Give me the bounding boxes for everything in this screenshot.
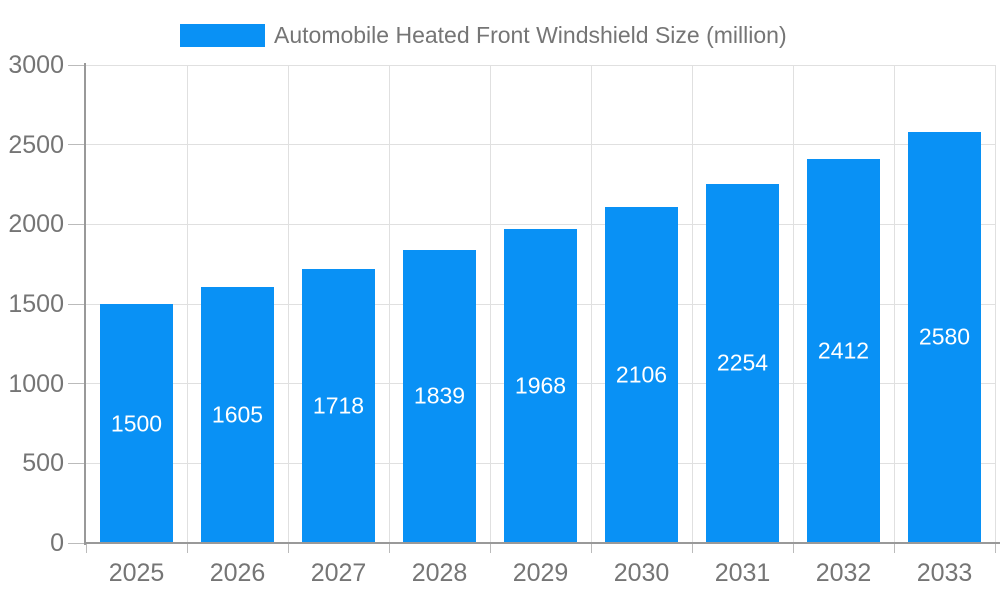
y-axis-tick xyxy=(68,542,86,544)
x-axis-tick xyxy=(287,543,289,553)
x-axis-tick xyxy=(489,543,491,553)
x-tick-label: 2027 xyxy=(310,559,367,587)
bar-2030 xyxy=(605,207,678,543)
bar-2025 xyxy=(100,304,173,543)
y-axis-tick xyxy=(68,223,86,225)
bar-value-label: 1968 xyxy=(514,372,567,399)
y-tick-label: 2000 xyxy=(8,210,64,239)
y-tick-label: 0 xyxy=(50,529,64,557)
bar-value-label: 2412 xyxy=(817,337,870,364)
bar-value-label: 2580 xyxy=(918,323,971,350)
bar-2026 xyxy=(201,287,274,543)
v-gridline xyxy=(388,65,390,543)
y-tick-label: 1000 xyxy=(8,369,64,398)
y-tick-label: 2500 xyxy=(8,130,64,159)
v-gridline xyxy=(489,65,491,543)
v-gridline xyxy=(590,65,592,543)
h-gridline xyxy=(86,64,995,66)
h-gridline xyxy=(86,144,995,146)
y-axis-tick xyxy=(68,462,86,464)
y-axis-tick xyxy=(68,383,86,385)
v-gridline xyxy=(287,65,289,543)
v-gridline xyxy=(691,65,693,543)
y-axis-tick xyxy=(68,64,86,66)
x-tick-label: 2029 xyxy=(512,559,569,587)
y-axis-tick xyxy=(68,303,86,305)
x-tick-label: 2031 xyxy=(714,559,771,587)
x-tick-label: 2033 xyxy=(916,559,973,587)
y-tick-label: 500 xyxy=(22,449,64,478)
v-gridline xyxy=(994,65,996,543)
bar-value-label: 1718 xyxy=(312,392,365,419)
y-tick-label: 3000 xyxy=(8,51,64,79)
v-gridline xyxy=(186,65,188,543)
bar-2027 xyxy=(302,269,375,543)
bar-2028 xyxy=(403,249,476,543)
x-axis-tick xyxy=(85,543,87,553)
x-axis-tick xyxy=(893,543,895,553)
x-tick-label: 2025 xyxy=(108,559,165,587)
v-gridline xyxy=(893,65,895,543)
x-tick-label: 2028 xyxy=(411,559,468,587)
bar-value-label: 2106 xyxy=(615,361,668,388)
bar-2032 xyxy=(807,158,880,543)
x-axis-line xyxy=(84,542,1000,544)
chart-legend: Automobile Heated Front Windshield Size … xyxy=(180,22,787,49)
y-axis-line xyxy=(84,63,86,545)
x-axis-tick xyxy=(691,543,693,553)
x-axis-tick xyxy=(590,543,592,553)
x-tick-label: 2026 xyxy=(209,559,266,587)
bar-value-label: 2254 xyxy=(716,349,769,376)
bar-value-label: 1500 xyxy=(110,410,163,436)
y-axis-tick xyxy=(68,144,86,146)
x-tick-label: 2030 xyxy=(613,559,670,587)
v-gridline xyxy=(792,65,794,543)
bar-value-label: 1605 xyxy=(211,401,264,428)
y-tick-label: 1500 xyxy=(8,290,64,318)
h-gridline xyxy=(86,223,995,225)
bar-2031 xyxy=(706,183,779,543)
x-axis-tick xyxy=(994,543,996,553)
bar-2029 xyxy=(504,229,577,543)
legend-label: Automobile Heated Front Windshield Size … xyxy=(274,22,787,48)
x-axis-tick xyxy=(792,543,794,553)
bar-2033 xyxy=(908,131,981,543)
x-axis-tick xyxy=(388,543,390,553)
x-axis-tick xyxy=(186,543,188,553)
x-tick-label: 2032 xyxy=(815,559,872,587)
bar-value-label: 1839 xyxy=(413,382,466,409)
legend-swatch xyxy=(180,24,265,47)
